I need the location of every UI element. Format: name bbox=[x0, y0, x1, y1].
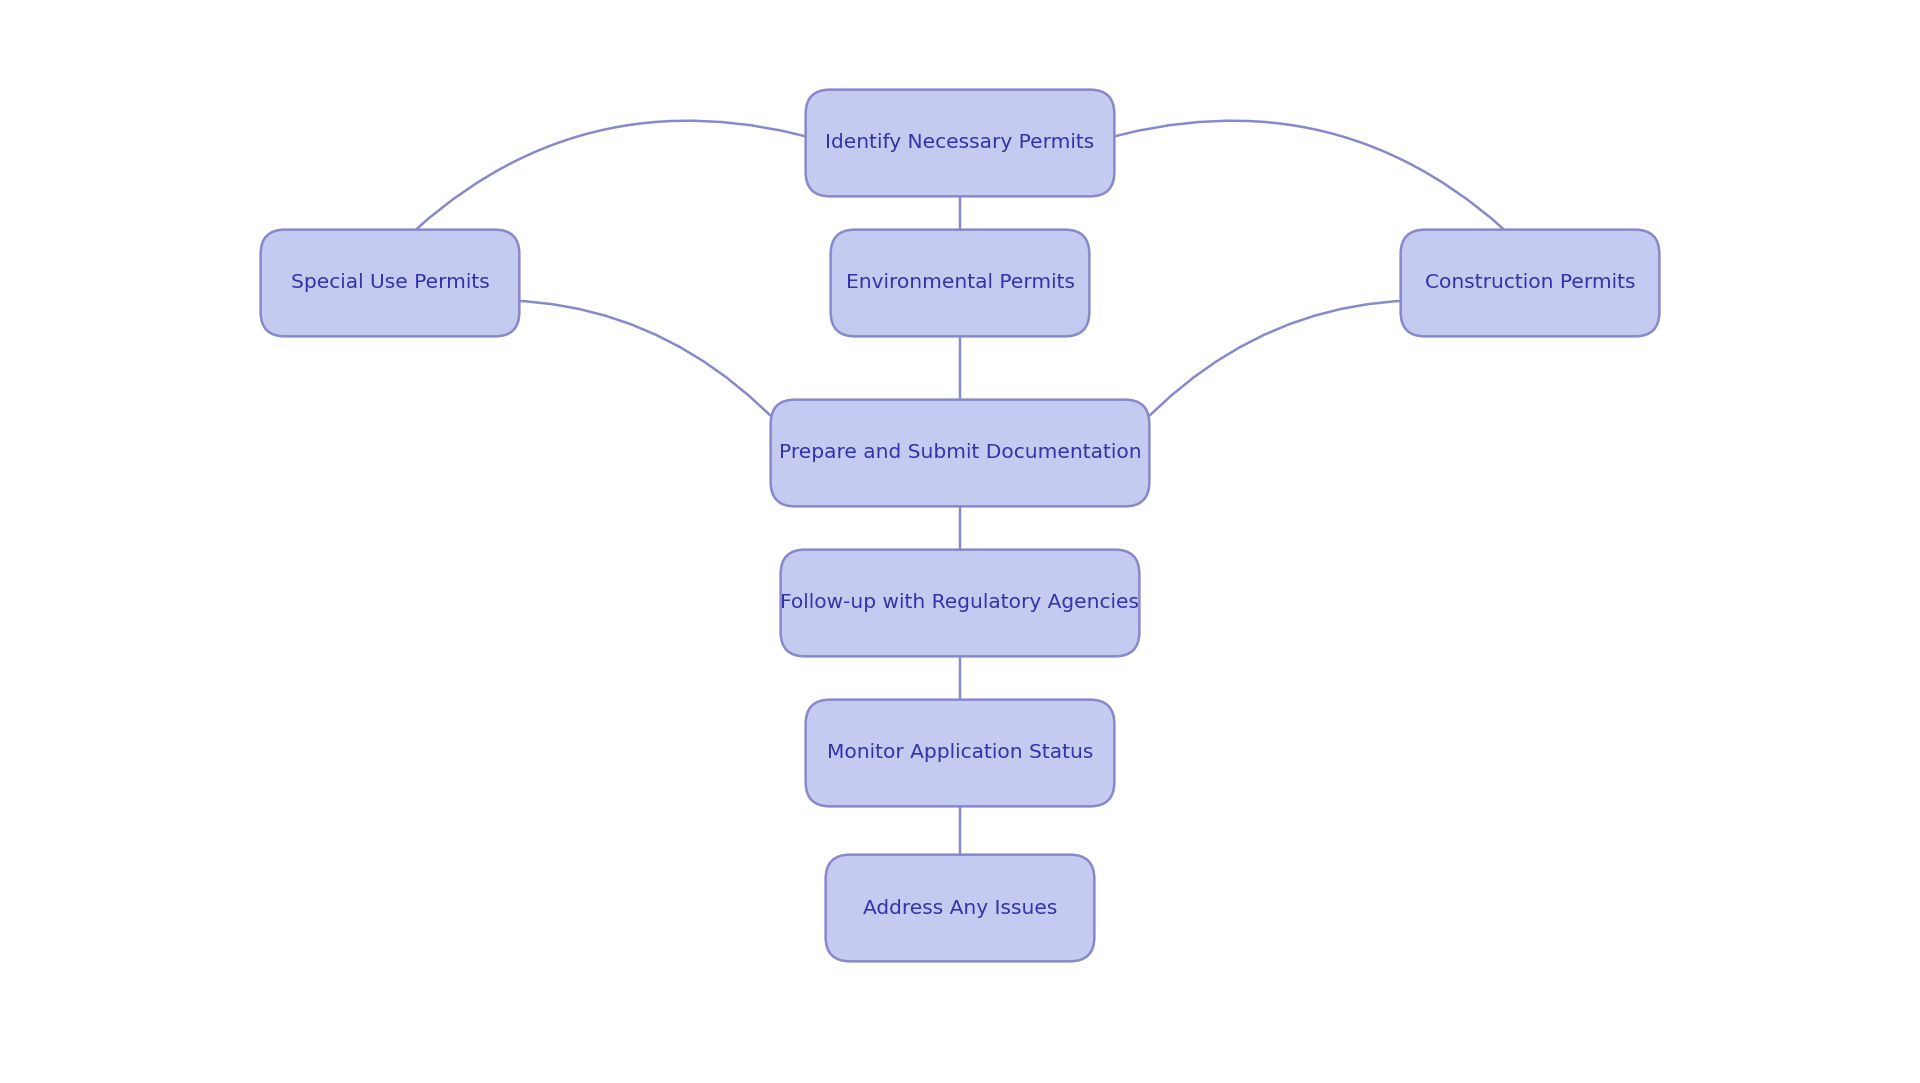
Text: Construction Permits: Construction Permits bbox=[1425, 274, 1636, 292]
FancyBboxPatch shape bbox=[1402, 230, 1659, 337]
Text: Identify Necessary Permits: Identify Necessary Permits bbox=[826, 133, 1094, 153]
FancyBboxPatch shape bbox=[781, 550, 1139, 656]
Text: Special Use Permits: Special Use Permits bbox=[290, 274, 490, 292]
FancyBboxPatch shape bbox=[806, 700, 1114, 807]
Text: Prepare and Submit Documentation: Prepare and Submit Documentation bbox=[780, 444, 1140, 462]
FancyBboxPatch shape bbox=[806, 90, 1114, 196]
Text: Environmental Permits: Environmental Permits bbox=[845, 274, 1075, 292]
Text: Address Any Issues: Address Any Issues bbox=[862, 899, 1058, 917]
FancyBboxPatch shape bbox=[770, 400, 1150, 507]
Text: Follow-up with Regulatory Agencies: Follow-up with Regulatory Agencies bbox=[781, 593, 1139, 613]
FancyBboxPatch shape bbox=[261, 230, 518, 337]
FancyBboxPatch shape bbox=[826, 854, 1094, 962]
Text: Monitor Application Status: Monitor Application Status bbox=[828, 744, 1092, 762]
FancyBboxPatch shape bbox=[831, 230, 1089, 337]
